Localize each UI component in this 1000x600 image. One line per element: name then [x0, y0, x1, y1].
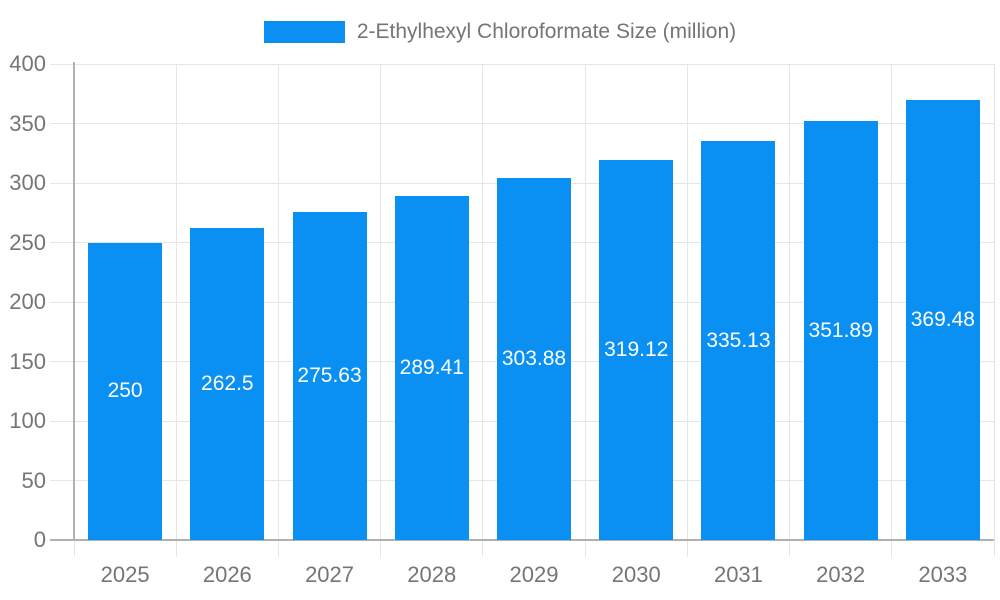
y-tick — [50, 242, 74, 243]
x-tick-label: 2030 — [611, 562, 661, 587]
x-gridline — [584, 64, 586, 540]
x-tick — [993, 540, 995, 557]
x-tick-label: 2026 — [202, 562, 252, 587]
x-tick-label: 2025 — [100, 562, 150, 587]
x-gridline — [482, 64, 484, 540]
x-tick — [891, 540, 893, 557]
x-tick — [789, 540, 791, 557]
bar[interactable] — [905, 100, 980, 540]
bar[interactable] — [394, 195, 469, 540]
y-tick — [50, 301, 74, 303]
y-tick — [50, 420, 74, 422]
x-gridline — [891, 64, 893, 540]
bar[interactable] — [497, 178, 571, 540]
y-tick — [50, 480, 74, 481]
bar[interactable] — [599, 160, 674, 540]
y-tick-label: 300 — [9, 170, 46, 195]
x-tick — [380, 540, 382, 557]
bar[interactable] — [88, 242, 163, 540]
x-axis-line — [50, 539, 994, 541]
x-tick-label: 2027 — [305, 562, 355, 587]
y-tick-label: 50 — [21, 467, 46, 493]
x-tick — [584, 540, 586, 557]
y-tick-label: 0 — [33, 527, 46, 552]
bar[interactable] — [292, 212, 367, 540]
x-gridline — [380, 64, 382, 540]
y-tick-label: 400 — [9, 51, 46, 76]
x-tick-label: 2028 — [407, 562, 457, 587]
x-tick-label: 2033 — [918, 562, 968, 587]
y-tick-label: 350 — [9, 110, 46, 136]
x-tick — [482, 540, 484, 557]
bar[interactable] — [803, 121, 878, 540]
x-gridline — [993, 64, 995, 540]
x-tick — [686, 540, 688, 557]
x-gridline — [277, 64, 279, 540]
y-tick-label: 200 — [9, 289, 46, 314]
bar[interactable] — [701, 141, 776, 540]
y-tick — [50, 123, 74, 124]
legend-swatch[interactable] — [263, 21, 345, 43]
x-gridline — [789, 64, 791, 540]
x-gridline — [175, 64, 177, 540]
x-tick — [277, 540, 279, 557]
x-tick-label: 2029 — [509, 562, 559, 587]
y-axis-line — [73, 62, 75, 540]
x-tick-label: 2032 — [816, 562, 866, 587]
y-tick — [50, 182, 74, 184]
y-tick — [50, 63, 74, 65]
y-tick — [50, 361, 74, 362]
x-tick-label: 2031 — [713, 562, 763, 587]
x-gridline — [686, 64, 688, 540]
x-tick — [175, 540, 177, 557]
y-gridline — [74, 63, 994, 65]
legend-label[interactable]: 2-Ethylhexyl Chloroformate Size (million… — [356, 20, 737, 43]
y-tick-label: 150 — [9, 348, 46, 374]
y-tick-label: 100 — [9, 408, 46, 433]
legend: 2-Ethylhexyl Chloroformate Size (million… — [0, 20, 1000, 44]
y-gridline — [74, 123, 994, 124]
bar[interactable] — [190, 227, 265, 540]
x-tick — [73, 540, 75, 557]
y-tick-label: 250 — [9, 229, 46, 255]
